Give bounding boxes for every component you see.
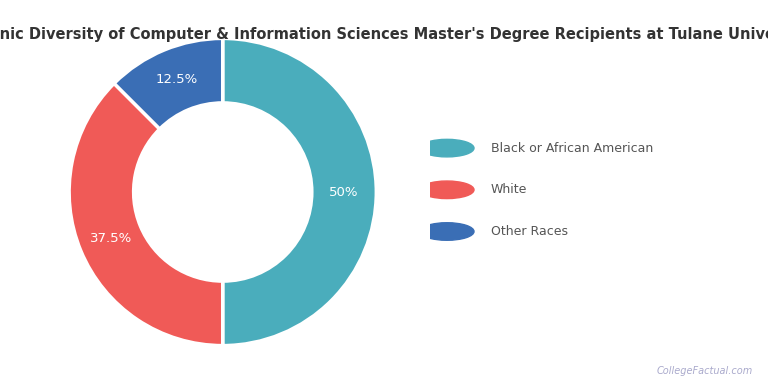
Text: 12.5%: 12.5% — [155, 73, 197, 86]
Circle shape — [420, 181, 474, 199]
Text: White: White — [491, 183, 528, 196]
Text: Ethnic Diversity of Computer & Information Sciences Master's Degree Recipients a: Ethnic Diversity of Computer & Informati… — [0, 27, 768, 42]
Circle shape — [420, 139, 474, 157]
Text: 50%: 50% — [329, 185, 359, 199]
Text: Other Races: Other Races — [491, 225, 568, 238]
Wedge shape — [223, 38, 376, 346]
Text: Black or African American: Black or African American — [491, 142, 653, 155]
Text: 37.5%: 37.5% — [90, 232, 132, 245]
Text: CollegeFactual.com: CollegeFactual.com — [657, 366, 753, 376]
Circle shape — [420, 223, 474, 240]
Wedge shape — [114, 38, 223, 129]
Wedge shape — [69, 83, 223, 346]
